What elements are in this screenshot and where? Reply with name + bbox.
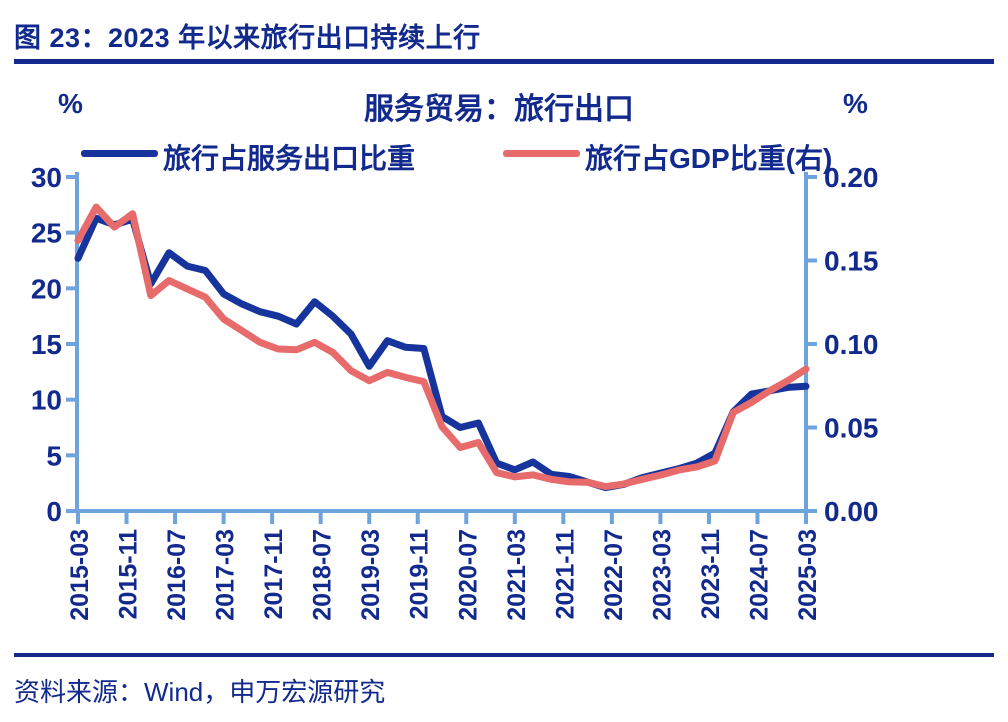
x-tick-label: 2019-03 [357, 529, 385, 621]
left-tick-label: 10 [31, 385, 62, 416]
left-tick-label: 5 [46, 440, 62, 471]
left-tick-label: 20 [31, 273, 62, 304]
right-axis-unit: % [843, 88, 868, 119]
x-tick-label: 2023-11 [697, 529, 725, 619]
x-tick-label: 2015-03 [66, 529, 94, 621]
series-line-0 [74, 214, 810, 492]
top-divider [14, 59, 994, 64]
x-tick-label: 2020-07 [454, 529, 482, 621]
figure-title: 图 23：2023 年以来旅行出口持续上行 [14, 23, 481, 53]
x-tick-label: 2016-07 [163, 529, 191, 621]
right-tick-label: 0.20 [824, 162, 879, 193]
x-tick-label: 2019-11 [406, 529, 434, 619]
source-note: 资料来源：Wind，申万宏源研究 [14, 677, 386, 707]
left-tick-label: 30 [31, 162, 62, 193]
left-tick-label: 15 [31, 329, 62, 360]
x-tick-label: 2021-03 [503, 529, 531, 621]
right-tick-label: 0.10 [824, 329, 879, 360]
legend-line-travel-gdp-share-icon [503, 150, 580, 157]
legend-line-travel-services-share-icon [81, 150, 158, 157]
legend-label-travel-services-share: 旅行占服务出口比重 [163, 143, 416, 174]
x-tick-label: 2025-03 [794, 529, 822, 621]
left-tick-label: 0 [46, 496, 62, 527]
left-tick-label: 25 [31, 218, 62, 249]
x-tick-label: 2021-11 [551, 529, 579, 619]
x-tick-label: 2018-07 [309, 529, 337, 621]
legend-label-travel-gdp-share: 旅行占GDP比重(右) [585, 143, 833, 174]
right-tick-label: 0.05 [824, 413, 879, 444]
bottom-divider [14, 653, 994, 657]
x-tick-label: 2024-07 [745, 529, 773, 621]
left-axis-ticks: 0 5 10 15 20 25 30 [31, 162, 77, 527]
x-tick-label: 2023-03 [648, 529, 676, 621]
x-tick-label: 2017-03 [212, 529, 240, 621]
right-axis-ticks: 0.00 0.05 0.10 0.15 0.20 [806, 162, 879, 527]
series-line-1 [74, 203, 810, 491]
left-axis-unit: % [58, 88, 83, 119]
x-axis-ticks: 2015-03 2015-11 2016-07 2017-03 2017-11 2018-… [66, 511, 822, 621]
right-tick-label: 0.15 [824, 246, 879, 277]
right-tick-label: 0.00 [824, 496, 879, 527]
x-tick-label: 2017-11 [260, 529, 288, 619]
x-tick-label: 2015-11 [115, 529, 143, 619]
x-tick-label: 2022-07 [600, 529, 628, 621]
chart-title: 服务贸易：旅行出口 [364, 93, 634, 126]
